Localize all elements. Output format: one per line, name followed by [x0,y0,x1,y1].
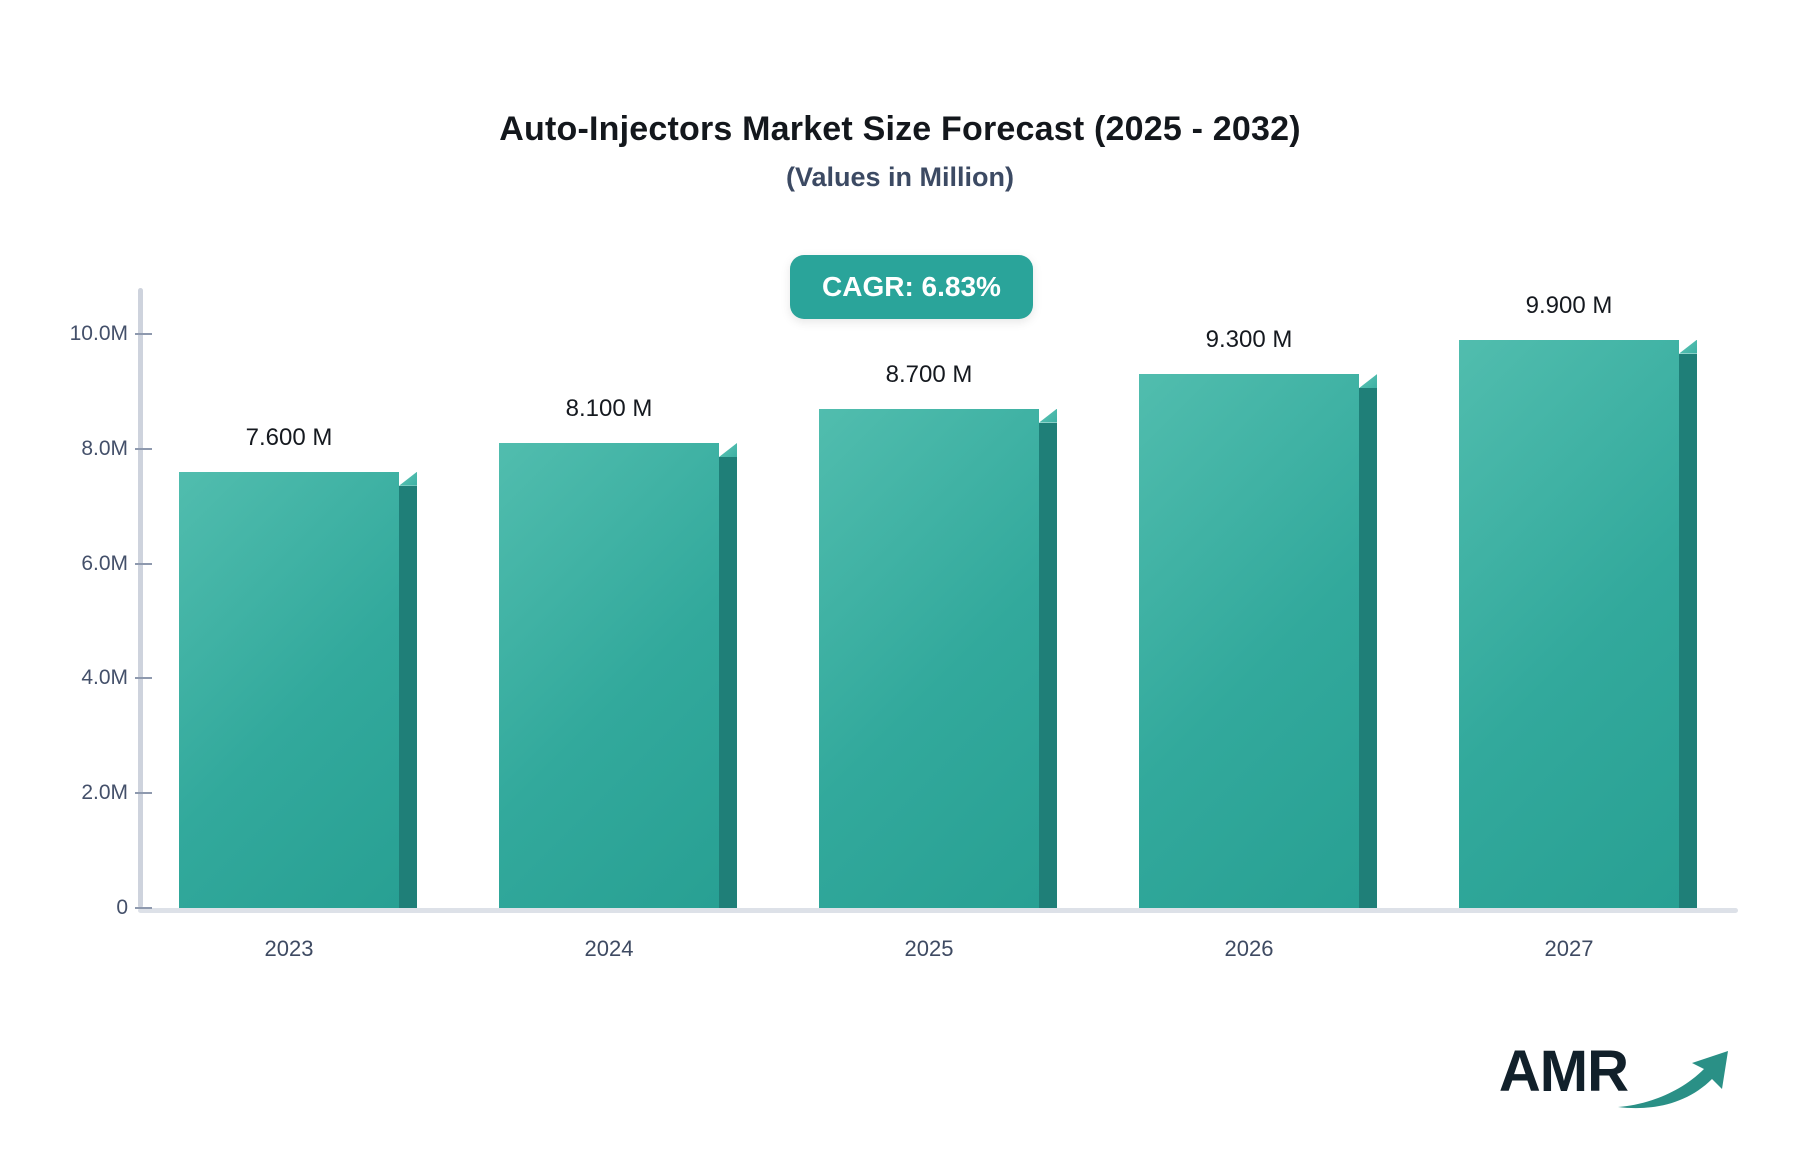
bar[interactable]: 9.900 M [1459,292,1697,908]
bar-top-3d [1039,408,1057,423]
bar-group: 9.300 M 2026 [1139,288,1377,961]
bar-face [499,443,719,908]
bar-top-3d [399,471,417,486]
chart-header: Auto-Injectors Market Size Forecast (202… [0,108,1800,194]
bar-side-3d [399,485,417,908]
bar[interactable]: 9.300 M [1139,326,1377,908]
bar-value-label: 8.100 M [565,395,653,422]
bar-value-label: 9.300 M [1205,326,1293,354]
bar-side-3d [719,457,737,908]
bar-group: 7.600 M 2023 [179,288,417,961]
bar-group: 8.100 M 2024 [499,288,737,961]
bar[interactable]: 7.600 M [179,424,417,908]
bar-face [179,471,399,908]
chart-subtitle: (Values in Million) [785,162,1015,192]
bar-value-label: 7.600 M [245,423,333,451]
y-axis-tick-label: 8.0M [10,437,152,461]
bar-side-3d [1679,353,1697,908]
y-axis-tick-mark [135,562,152,565]
y-axis-tick-mark [135,792,152,795]
bar-top-3d [1679,339,1697,354]
y-axis-tick-label: 6.0M [10,552,152,576]
y-axis-tick-label: 4.0M [10,666,152,690]
bar-value-label: 9.900 M [1525,291,1613,319]
bar-top-3d [719,443,737,457]
y-axis-tick-mark [135,447,152,450]
trending-up-arrow-icon [1618,1051,1728,1109]
bar-side-3d [1039,422,1057,908]
plot-area: 0 2.0M 4.0M 6.0M 8.0M 10.0M 7.600 M 2023 8.100 … [70,288,1738,961]
x-axis-tick-label: 2025 [904,936,954,961]
amr-logo: AMR [1498,1036,1734,1109]
y-axis-tick-mark [135,907,152,909]
bar[interactable]: 8.100 M [499,395,737,908]
bar-top-3d [1359,374,1377,389]
bar-face [1139,374,1359,908]
y-axis-tick-mark [135,332,152,335]
y-axis-line [138,288,143,908]
bar-side-3d [1359,388,1377,908]
x-axis-tick-label: 2023 [264,936,314,961]
x-axis-tick-label: 2026 [1224,936,1274,961]
bar-face [1459,339,1679,908]
y-axis-tick-mark [135,677,152,680]
bar-face [819,408,1039,908]
x-axis-tick-label: 2027 [1544,936,1594,961]
x-axis-tick-label: 2024 [584,936,634,961]
y-axis-tick-label: 0 [10,896,152,920]
y-axis-tick-label: 2.0M [10,781,152,805]
bar-value-label: 8.700 M [885,360,973,388]
bar[interactable]: 8.700 M [819,361,1057,908]
bar-group: 9.900 M 2027 [1459,288,1697,961]
page-title: Auto-Injectors Market Size Forecast (202… [499,110,1301,148]
logo-text: AMR [1498,1039,1629,1104]
bar-group: 8.700 M 2025 [819,288,1057,961]
y-axis-tick-label: 10.0M [10,322,152,346]
x-axis-line [138,908,1738,913]
cagr-badge: CAGR: 6.83% [790,255,1033,319]
bar-series: 7.600 M 2023 8.100 M 2024 8.700 M 2025 9.300 M… [138,288,1738,961]
